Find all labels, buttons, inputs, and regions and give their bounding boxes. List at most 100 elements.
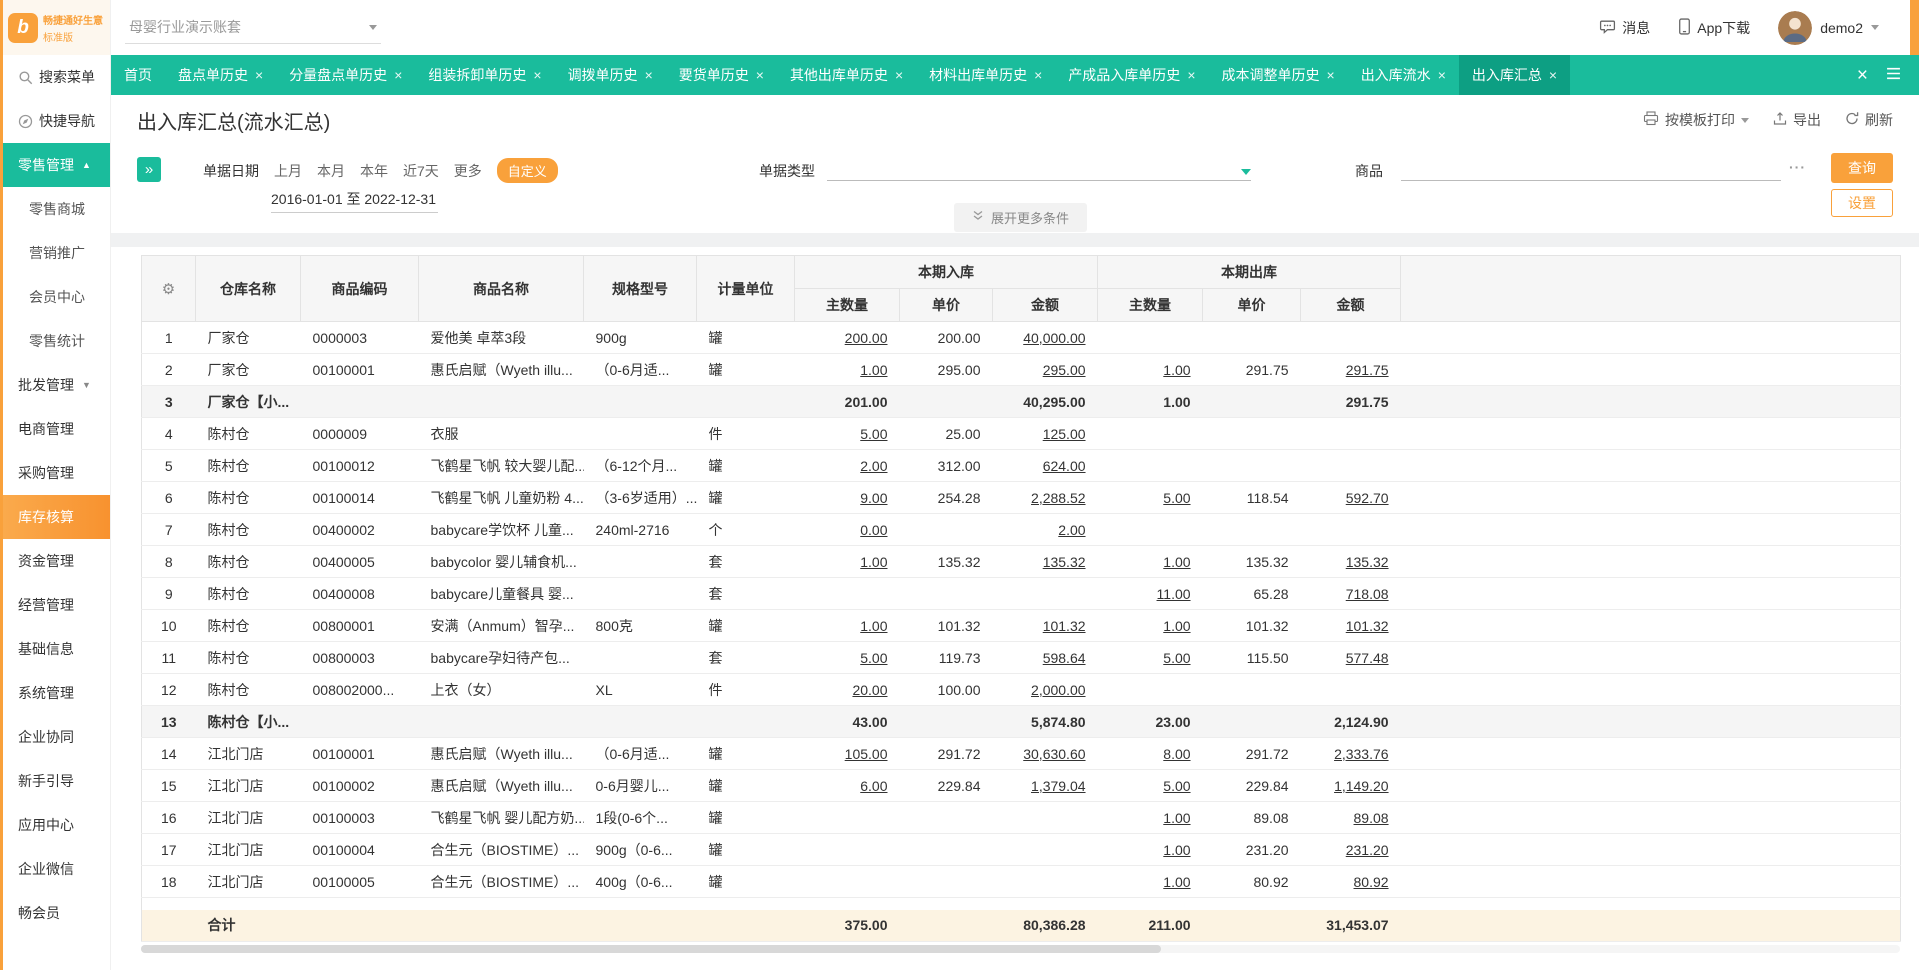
tab-close-icon[interactable]: × (755, 67, 764, 83)
col-header-out-amount[interactable]: 金额 (1300, 288, 1402, 322)
drill-down-link[interactable]: 89.08 (1353, 809, 1389, 826)
doc-type-select[interactable] (827, 157, 1251, 181)
drill-down-link[interactable]: 6.00 (860, 777, 888, 794)
sidebar-item-enterprise-wechat[interactable]: 企业微信 (3, 847, 110, 891)
tab[interactable]: 要货单历史 × (666, 55, 777, 95)
app-download-button[interactable]: App下载 (1678, 17, 1750, 38)
tab-close-icon[interactable]: × (394, 67, 403, 83)
sidebar-item-search-menu[interactable]: 搜索菜单 (3, 55, 110, 99)
account-select[interactable]: 母婴行业演示账套 (125, 11, 381, 44)
drill-down-link[interactable]: 1.00 (1163, 361, 1191, 378)
date-quick-option[interactable]: 近7天 (403, 162, 439, 179)
drill-down-link[interactable]: 2,333.76 (1334, 745, 1389, 762)
tab[interactable]: 首页 (111, 55, 165, 95)
drill-down-link[interactable]: 9.00 (860, 489, 888, 506)
tab[interactable]: 材料出库单历史 × (916, 55, 1055, 95)
col-header-name[interactable]: 商品名称 (418, 255, 584, 322)
drill-down-link[interactable]: 101.32 (1345, 617, 1389, 634)
sidebar-item-ecommerce-management[interactable]: 电商管理 (3, 407, 110, 451)
drill-down-link[interactable]: 1.00 (1163, 553, 1191, 570)
drill-down-link[interactable]: 1,379.04 (1031, 777, 1086, 794)
drill-down-link[interactable]: 1.00 (1163, 809, 1191, 826)
tab[interactable]: 调拨单历史 × (555, 55, 666, 95)
tab[interactable]: 出入库汇总 × (1458, 55, 1571, 95)
tab-close-icon[interactable]: × (1187, 67, 1196, 83)
drill-down-link[interactable]: 598.64 (1042, 649, 1086, 666)
drill-down-link[interactable]: 624.00 (1042, 457, 1086, 474)
table-row[interactable]: 2 厂家仓 00100001 惠氏启赋（Wyeth illu... （0-6月适... 罐… (141, 353, 1901, 386)
table-row[interactable]: 17 江北门店 00100004 合生元（BIOSTIME）... 900g（0-6..… (141, 833, 1901, 866)
col-header-code[interactable]: 商品编码 (300, 255, 419, 322)
drill-down-link[interactable]: 5.00 (860, 649, 888, 666)
drill-down-link[interactable]: 8.00 (1163, 745, 1191, 762)
scrollbar-thumb[interactable] (141, 945, 1162, 953)
drill-down-link[interactable]: 200.00 (844, 329, 888, 346)
sidebar-item-funds-management[interactable]: 资金管理 (3, 539, 110, 583)
drill-down-link[interactable]: 125.00 (1042, 425, 1086, 442)
table-row[interactable]: 11 陈村仓 00800003 babycare孕妇待产包... 套 5.00 119.73… (141, 641, 1901, 674)
sidebar-item-inventory-accounting[interactable]: 库存核算 (3, 495, 110, 539)
drill-down-link[interactable]: 1.00 (1163, 841, 1191, 858)
sidebar-item-quick-nav[interactable]: 快捷导航 (3, 99, 110, 143)
col-header-in-amount[interactable]: 金额 (991, 288, 1099, 322)
drill-down-link[interactable]: 2.00 (860, 457, 888, 474)
messages-button[interactable]: 消息 (1599, 18, 1650, 38)
sidebar-item-app-center[interactable]: 应用中心 (3, 803, 110, 847)
drill-down-link[interactable]: 2,000.00 (1031, 681, 1086, 698)
drill-down-link[interactable]: 1.00 (1163, 617, 1191, 634)
table-subtotal-row[interactable]: 3 厂家仓【小... 201.00 40,295.00 1.00 291.75 (141, 385, 1901, 418)
drill-down-link[interactable]: 5.00 (860, 425, 888, 442)
table-row[interactable]: 6 陈村仓 00100014 飞鹤星飞帆 儿童奶粉 4... （3-6岁适用）... 罐 9… (141, 481, 1901, 514)
col-header-unit[interactable]: 计量单位 (696, 255, 795, 322)
drill-down-link[interactable]: 231.20 (1345, 841, 1389, 858)
query-button[interactable]: 查询 (1831, 153, 1893, 183)
theme-strip[interactable] (1910, 0, 1919, 55)
tab[interactable]: 组装拆卸单历史 × (415, 55, 554, 95)
col-header-out-price[interactable]: 单价 (1202, 288, 1302, 322)
column-settings-gear-icon[interactable]: ⚙ (161, 280, 176, 298)
export-button[interactable]: 导出 (1773, 110, 1821, 130)
sidebar-item-system-management[interactable]: 系统管理 (3, 671, 110, 715)
tab[interactable]: 成本调整单历史 × (1209, 55, 1348, 95)
product-input[interactable] (1401, 157, 1781, 181)
table-row[interactable]: 14 江北门店 00100001 惠氏启赋（Wyeth illu... （0-6月适..… (141, 737, 1901, 770)
col-header-in-price[interactable]: 单价 (899, 288, 993, 322)
tab-close-icon[interactable]: × (1034, 67, 1043, 83)
tab-close-icon[interactable]: × (533, 67, 542, 83)
drill-down-link[interactable]: 1,149.20 (1334, 777, 1389, 794)
sidebar-item-purchase-management[interactable]: 采购管理 (3, 451, 110, 495)
drill-down-link[interactable]: 80.92 (1353, 873, 1389, 890)
more-options-icon[interactable]: ··· (1789, 159, 1806, 175)
drill-down-link[interactable]: 1.00 (1163, 873, 1191, 890)
date-quick-option[interactable]: 本月 (317, 162, 345, 179)
table-row[interactable]: 4 陈村仓 0000009 衣服 件 5.00 25.00 125.00 (141, 417, 1901, 450)
drill-down-link[interactable]: 5.00 (1163, 489, 1191, 506)
drill-down-link[interactable]: 295.00 (1042, 361, 1086, 378)
date-range-value[interactable]: 2016-01-01 至 2022-12-31 (271, 189, 439, 213)
col-header-spec[interactable]: 规格型号 (583, 255, 697, 322)
settings-button[interactable]: 设置 (1831, 189, 1893, 217)
tab-close-icon[interactable]: × (1548, 67, 1558, 83)
col-header-out-qty[interactable]: 主数量 (1097, 288, 1204, 322)
drill-down-link[interactable]: 5.00 (1163, 649, 1191, 666)
drill-down-link[interactable]: 105.00 (844, 745, 888, 762)
drill-down-link[interactable]: 718.08 (1345, 585, 1389, 602)
print-by-template-button[interactable]: 按模板打印 (1643, 110, 1749, 130)
drill-down-link[interactable]: 11.00 (1156, 585, 1191, 602)
drill-down-link[interactable]: 291.75 (1345, 361, 1389, 378)
sidebar-item-beginner-guide[interactable]: 新手引导 (3, 759, 110, 803)
table-subtotal-row[interactable]: 13 陈村仓【小... 43.00 5,874.80 23.00 2,124.90 (141, 705, 1901, 738)
custom-date-badge[interactable]: 自定义 (496, 158, 558, 183)
sidebar-item-member-center[interactable]: 会员中心 (3, 275, 110, 319)
drill-down-link[interactable]: 5.00 (1163, 777, 1191, 794)
table-row[interactable]: 18 江北门店 00100005 合生元（BIOSTIME）... 400g（0-6..… (141, 865, 1901, 898)
horizontal-scrollbar[interactable] (141, 945, 1900, 953)
sidebar-item-chang-member[interactable]: 畅会员 (3, 891, 110, 935)
sidebar-item-retail-statistics[interactable]: 零售统计 (3, 319, 110, 363)
drill-down-link[interactable]: 135.32 (1345, 553, 1389, 570)
table-row[interactable]: 16 江北门店 00100003 飞鹤星飞帆 婴儿配方奶... 1段(0-6个... 罐 1… (141, 801, 1901, 834)
tab-close-icon[interactable]: × (894, 67, 904, 83)
drill-down-link[interactable]: 1.00 (860, 361, 888, 378)
expand-more-conditions[interactable]: 展开更多条件 (953, 203, 1087, 232)
drill-down-link[interactable]: 20.00 (852, 681, 888, 698)
